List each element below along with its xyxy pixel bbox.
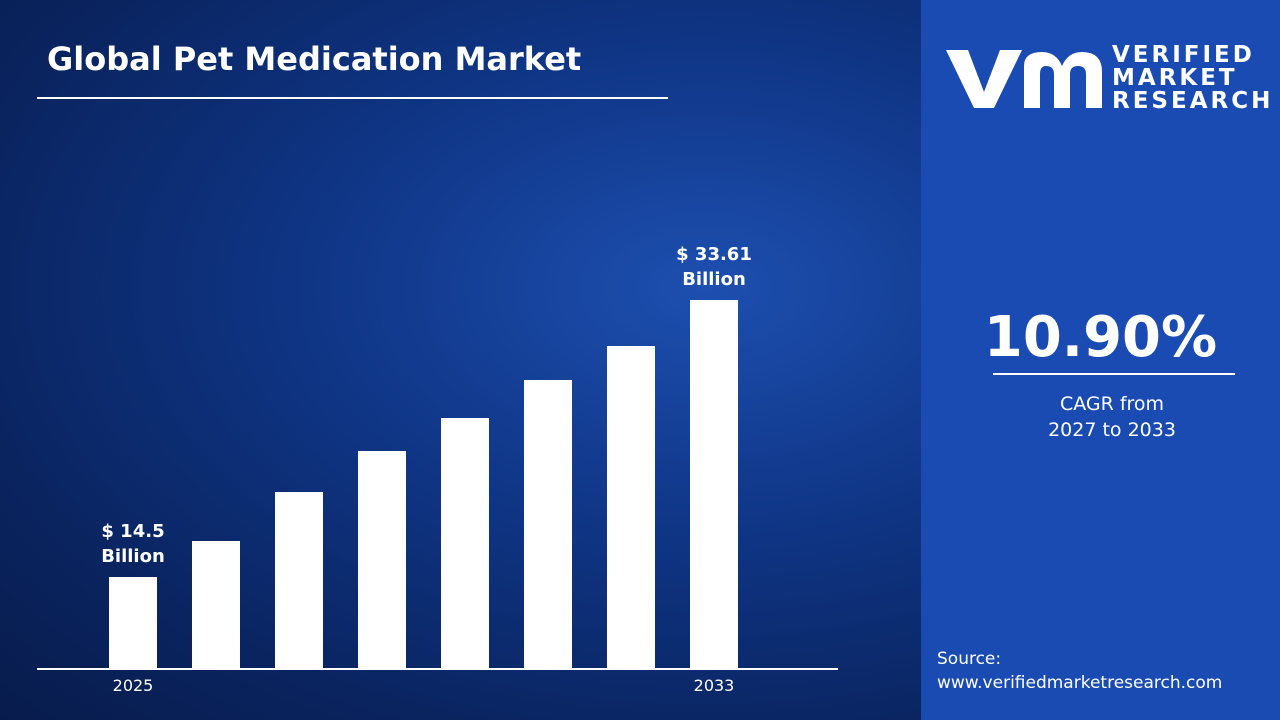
logo-mark bbox=[946, 50, 1102, 108]
logo-text: VERIFIED bbox=[1112, 42, 1255, 68]
bar bbox=[109, 577, 157, 669]
bar bbox=[441, 417, 489, 669]
chart-title: Global Pet Medication Market bbox=[47, 40, 582, 78]
bar bbox=[690, 300, 738, 669]
title-rule bbox=[37, 97, 668, 99]
bar bbox=[275, 491, 323, 669]
baseline bbox=[37, 668, 838, 670]
cagr-rule bbox=[993, 373, 1235, 375]
source-label: Source: bbox=[937, 649, 1002, 669]
bar bbox=[607, 345, 655, 669]
source-url: www.verifiedmarketresearch.com bbox=[937, 673, 1223, 693]
logo-text: MARKET bbox=[1112, 65, 1238, 91]
logo-text: RESEARCH bbox=[1112, 88, 1274, 114]
value-label: $ 14.5 Billion bbox=[101, 521, 165, 567]
side-panel bbox=[921, 0, 1280, 720]
source: Source: www.verifiedmarketresearch.com bbox=[937, 647, 1222, 695]
bar bbox=[192, 541, 240, 669]
bar bbox=[524, 380, 572, 669]
bar bbox=[358, 451, 406, 669]
x-tick-label: 2025 bbox=[112, 676, 154, 695]
cagr-label: CAGR from 2027 to 2033 bbox=[1048, 393, 1176, 441]
value-label: $ 33.61 Billion bbox=[676, 244, 752, 290]
x-tick-label: 2033 bbox=[693, 676, 735, 695]
cagr-value: 10.90% bbox=[983, 305, 1218, 370]
